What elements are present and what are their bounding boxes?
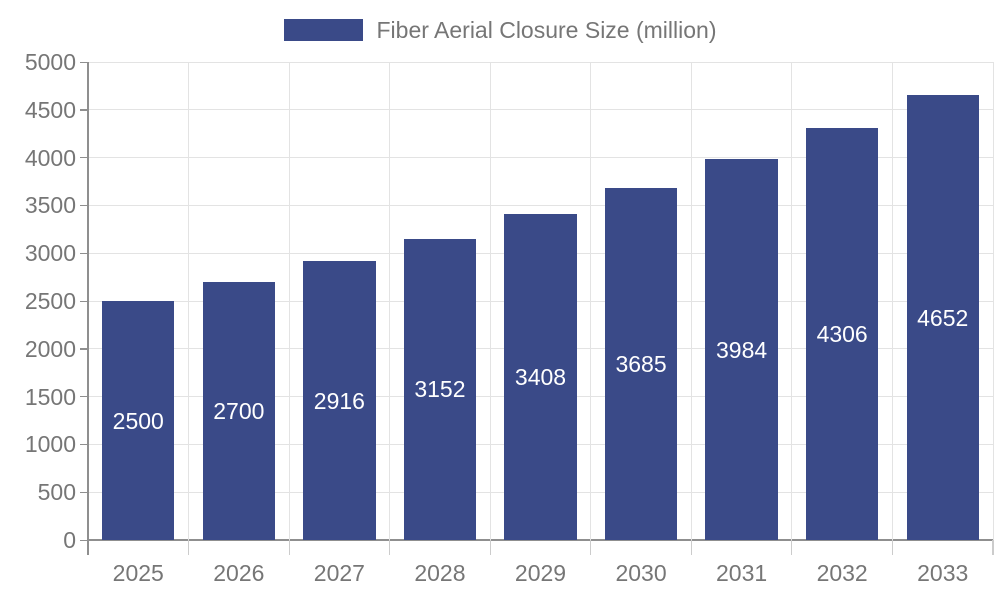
x-tick-mark	[992, 540, 994, 555]
x-tick-mark	[87, 540, 89, 555]
y-axis-line	[87, 62, 89, 540]
y-tick-label: 5000	[24, 49, 76, 75]
x-tick-mark	[791, 540, 793, 555]
y-tick-mark	[80, 348, 88, 350]
bar[interactable]	[705, 159, 778, 540]
y-tick-mark	[80, 539, 88, 541]
h-gridline	[88, 157, 993, 159]
legend-swatch-icon	[283, 19, 363, 41]
bar-value-label: 3408	[514, 364, 567, 391]
bar-value-label: 3685	[615, 350, 667, 377]
x-tick-label: 2030	[615, 560, 667, 586]
x-tick-mark	[590, 540, 592, 555]
bar[interactable]	[102, 301, 175, 540]
bar[interactable]	[202, 281, 276, 540]
y-tick-mark	[80, 109, 88, 111]
legend: Fiber Aerial Closure Size (million)	[0, 17, 1000, 43]
v-gridline	[791, 62, 793, 540]
v-gridline	[489, 62, 491, 540]
x-tick-label: 2033	[917, 560, 969, 586]
y-tick-label: 3500	[24, 192, 76, 219]
bar-value-label: 2916	[313, 387, 365, 414]
y-tick-mark	[80, 396, 88, 398]
v-gridline	[389, 62, 391, 540]
v-gridline	[590, 62, 592, 540]
y-tick-label: 500	[37, 479, 76, 506]
y-tick-mark	[80, 443, 88, 446]
y-tick-mark	[80, 491, 88, 494]
x-tick-mark	[288, 540, 290, 555]
x-tick-label: 2029	[514, 560, 567, 586]
h-gridline	[88, 204, 993, 206]
h-gridline	[88, 109, 993, 111]
bar-value-label: 2500	[112, 407, 164, 434]
x-tick-mark	[389, 540, 391, 555]
v-gridline	[992, 62, 994, 540]
x-tick-mark	[891, 540, 894, 555]
y-tick-label: 2500	[24, 288, 76, 314]
legend-item[interactable]: Fiber Aerial Closure Size (million)	[283, 17, 717, 43]
y-tick-mark	[80, 157, 88, 159]
bar-value-label: 4306	[816, 321, 868, 348]
y-tick-label: 3000	[24, 240, 76, 267]
bar[interactable]	[303, 261, 376, 540]
bar[interactable]	[805, 128, 879, 540]
bar-value-label: 2700	[213, 397, 265, 424]
x-tick-label: 2031	[716, 560, 768, 586]
x-tick-label: 2027	[313, 560, 365, 586]
v-gridline	[690, 62, 692, 540]
legend-label: Fiber Aerial Closure Size (million)	[376, 17, 717, 43]
y-tick-label: 4500	[24, 96, 76, 123]
x-tick-label: 2028	[414, 560, 466, 586]
x-tick-label: 2025	[112, 560, 164, 586]
y-tick-mark	[80, 61, 88, 63]
y-tick-label: 1500	[24, 383, 76, 410]
x-tick-mark	[489, 540, 491, 555]
x-tick-mark	[690, 540, 692, 555]
bar[interactable]	[504, 214, 577, 540]
bar-value-label: 3152	[414, 376, 466, 403]
y-tick-label: 2000	[24, 335, 76, 362]
y-tick-label: 0	[63, 527, 76, 553]
bar[interactable]	[403, 238, 477, 540]
bar-value-label: 3984	[716, 336, 768, 363]
h-gridline	[88, 61, 993, 63]
bar[interactable]	[604, 187, 678, 540]
x-tick-label: 2032	[816, 560, 868, 586]
bar[interactable]	[906, 95, 979, 540]
bar-value-label: 4652	[917, 304, 969, 331]
v-gridline	[891, 62, 893, 540]
x-tick-mark	[187, 540, 190, 555]
x-tick-label: 2026	[213, 560, 265, 586]
y-tick-mark	[80, 204, 88, 207]
y-tick-label: 1000	[24, 431, 76, 458]
v-gridline	[288, 62, 290, 540]
y-tick-label: 4000	[24, 144, 76, 171]
v-gridline	[188, 62, 190, 540]
y-tick-mark	[80, 300, 88, 302]
y-tick-mark	[80, 252, 88, 255]
